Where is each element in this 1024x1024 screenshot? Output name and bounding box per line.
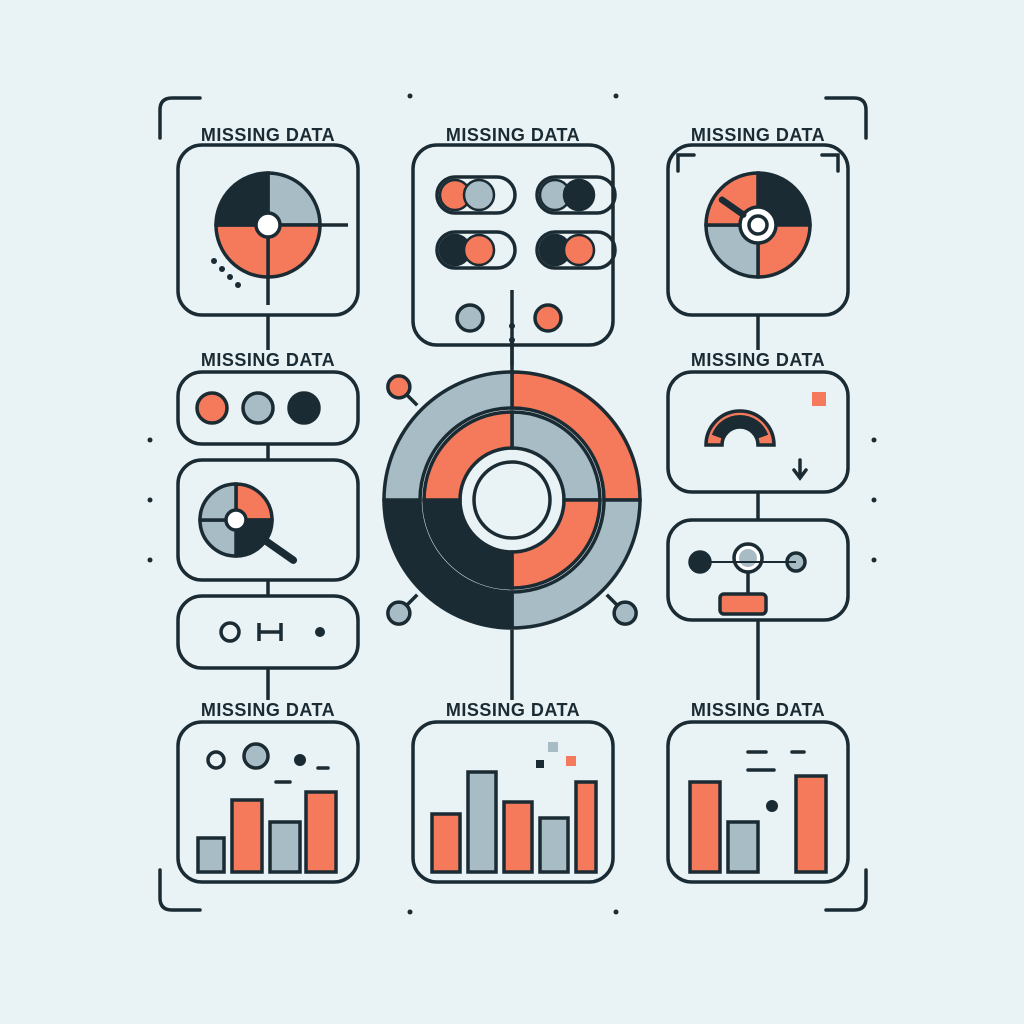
- frame-dot: [408, 910, 413, 915]
- infographic-canvas: [0, 0, 1024, 1024]
- bm-bar: [504, 802, 532, 872]
- frame-dot: [408, 94, 413, 99]
- frame-corner: [160, 870, 200, 910]
- donut-hole: [474, 462, 550, 538]
- label-missing-data: MISSING DATA: [691, 700, 825, 721]
- magnifier-handle-icon: [265, 541, 293, 561]
- scatter-dot: [227, 274, 233, 280]
- label-missing-data: MISSING DATA: [446, 125, 580, 146]
- label-missing-data: MISSING DATA: [691, 350, 825, 371]
- scatter-dot: [235, 282, 241, 288]
- label-missing-data: MISSING DATA: [446, 700, 580, 721]
- bl-bar: [306, 792, 336, 872]
- frame-dot: [872, 438, 877, 443]
- frame-dot: [614, 910, 619, 915]
- floater-dot: [208, 752, 224, 768]
- bm-bar: [468, 772, 496, 872]
- pixel: [548, 742, 558, 752]
- pixel: [536, 760, 544, 768]
- bm-bar: [432, 814, 460, 872]
- br-bar: [728, 822, 758, 872]
- frame-dot: [148, 438, 153, 443]
- box: [720, 594, 766, 614]
- scatter-dot: [219, 266, 225, 272]
- label-missing-data: MISSING DATA: [691, 125, 825, 146]
- bm-bar: [576, 782, 596, 872]
- dot: [289, 393, 319, 423]
- bl-bar: [232, 800, 262, 872]
- bm-bar: [540, 818, 568, 872]
- frame-corner: [826, 98, 866, 138]
- bracket-icon: [259, 623, 281, 641]
- frame-dot: [872, 498, 877, 503]
- br-bar: [690, 782, 720, 872]
- frame-corner: [160, 98, 200, 138]
- spoke-dot: [388, 376, 410, 398]
- bl-bar: [270, 822, 300, 872]
- scatter-dot: [211, 258, 217, 264]
- frame-dot: [872, 558, 877, 563]
- dot: [457, 305, 483, 331]
- frame-corner: [826, 870, 866, 910]
- pixel: [812, 392, 826, 406]
- floater-dot: [244, 744, 268, 768]
- dot: [197, 393, 227, 423]
- frame-dot: [614, 94, 619, 99]
- label-missing-data: MISSING DATA: [201, 350, 335, 371]
- dot: [243, 393, 273, 423]
- pixel: [566, 756, 576, 766]
- spoke-dot: [388, 602, 410, 624]
- floater-dot: [294, 754, 306, 766]
- frame-dot: [148, 498, 153, 503]
- label-missing-data: MISSING DATA: [201, 125, 335, 146]
- label-missing-data: MISSING DATA: [201, 700, 335, 721]
- dot: [535, 305, 561, 331]
- dot: [315, 627, 325, 637]
- pie-hub: [256, 213, 280, 237]
- spoke-dot: [614, 602, 636, 624]
- frame-dot: [148, 558, 153, 563]
- br-bar: [796, 776, 826, 872]
- bl-bar: [198, 838, 224, 872]
- arrow-down-icon: [794, 460, 806, 478]
- ring-icon: [221, 623, 239, 641]
